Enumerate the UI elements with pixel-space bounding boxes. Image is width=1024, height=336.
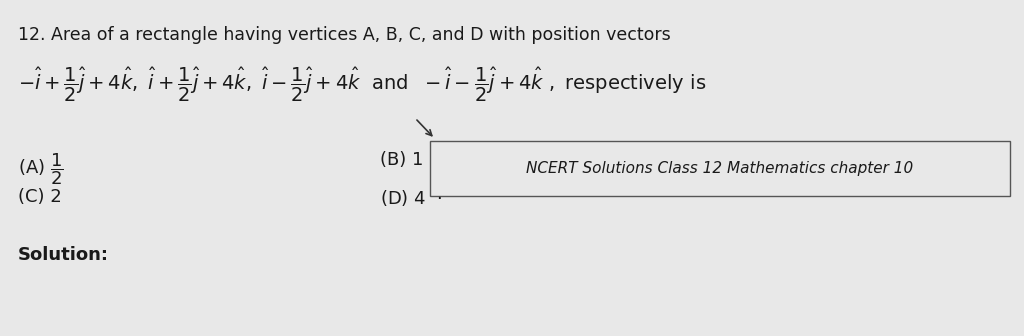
Text: 12. Area of a rectangle having vertices A, B, C, and D with position vectors: 12. Area of a rectangle having vertices … — [18, 26, 671, 44]
Text: (B) 1: (B) 1 — [380, 151, 423, 169]
Text: (D) 4  $\cdot$: (D) 4 $\cdot$ — [380, 188, 442, 208]
Text: Solution:: Solution: — [18, 246, 109, 264]
Text: (A) $\dfrac{1}{2}$: (A) $\dfrac{1}{2}$ — [18, 151, 63, 186]
Bar — [430, 141, 1010, 196]
Text: (C) 2: (C) 2 — [18, 188, 61, 206]
Text: $-\hat{i}+\dfrac{1}{2}\hat{j}+4\hat{k},\ \hat{i}+\dfrac{1}{2}\hat{j}+4\hat{k},\ : $-\hat{i}+\dfrac{1}{2}\hat{j}+4\hat{k},\… — [18, 66, 707, 104]
Text: NCERT Solutions Class 12 Mathematics chapter 10: NCERT Solutions Class 12 Mathematics cha… — [526, 161, 913, 176]
